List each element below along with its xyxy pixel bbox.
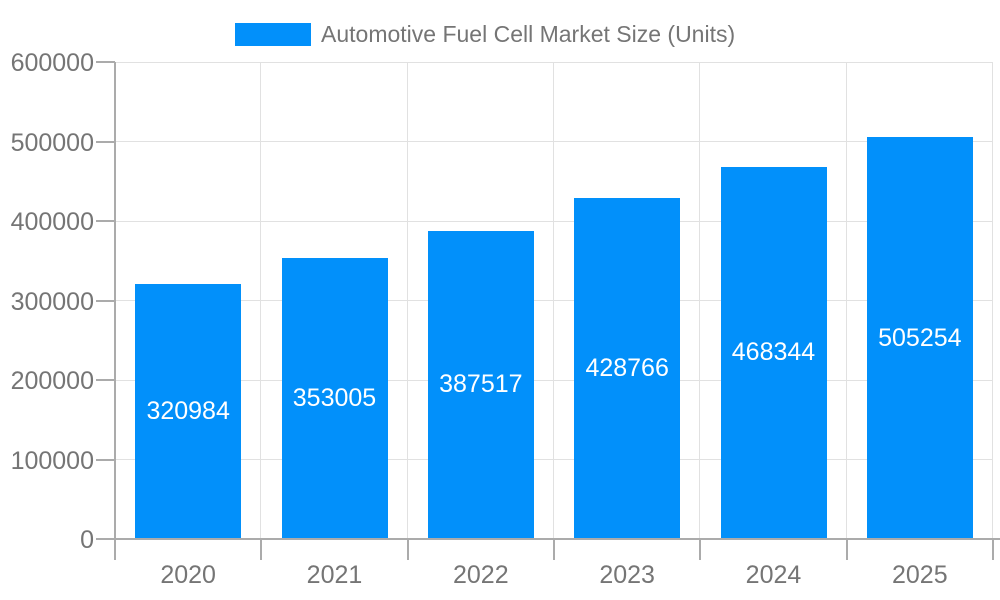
x-axis-tick (114, 540, 116, 560)
x-axis-tick (845, 540, 848, 560)
y-tick-label: 600000 (10, 49, 94, 77)
x-tick-label: 2024 (745, 561, 802, 589)
x-axis-tick (992, 540, 994, 560)
x-tick-label: 2022 (453, 561, 509, 589)
plot-area: 320984 353005 387517 428766 468344 505254 (115, 61, 993, 539)
legend-swatch (235, 22, 311, 46)
gridline-vertical (553, 62, 554, 539)
y-tick-label: 100000 (10, 446, 94, 475)
y-tick-label: 300000 (10, 287, 94, 316)
bar: 320984 (135, 283, 242, 539)
x-axis-tick (553, 540, 555, 560)
y-axis-line (114, 62, 116, 540)
chart-legend: Automotive Fuel Cell Market Size (Units) (235, 18, 735, 50)
bar: 353005 (281, 258, 388, 539)
bar-value-label: 353005 (292, 384, 377, 413)
gridline-vertical (699, 62, 701, 539)
bar-value-label: 320984 (146, 396, 230, 425)
gridline-horizontal (115, 61, 993, 63)
x-tick-label: 2025 (892, 561, 948, 589)
gridline-vertical (406, 62, 408, 539)
x-axis-tick (260, 540, 263, 560)
x-axis-tick (699, 540, 702, 560)
gridline-horizontal (115, 220, 993, 222)
y-tick-label: 200000 (10, 367, 94, 395)
gridline-horizontal (115, 379, 993, 381)
x-axis-line (114, 538, 1000, 540)
y-axis-tick (96, 220, 115, 222)
gridline-vertical (992, 62, 993, 539)
bar-value-label: 428766 (585, 354, 669, 383)
y-tick-label: 400000 (10, 208, 94, 236)
bar: 387517 (427, 230, 534, 539)
bar-value-label: 468344 (731, 338, 816, 367)
gridline-horizontal (115, 459, 993, 460)
x-tick-label: 2021 (306, 561, 363, 589)
gridline-vertical (260, 62, 262, 539)
bar-value-label: 505254 (878, 323, 962, 352)
y-tick-label: 0 (80, 526, 94, 554)
legend-label: Automotive Fuel Cell Market Size (Units) (321, 20, 736, 47)
bar: 505254 (866, 137, 973, 539)
y-axis-tick (96, 379, 115, 381)
x-tick-label: 2020 (160, 561, 216, 589)
x-axis-tick (406, 540, 409, 560)
y-axis-tick (96, 61, 115, 63)
y-tick-label: 500000 (10, 128, 94, 157)
y-axis-tick (96, 458, 115, 461)
bar: 428766 (574, 198, 681, 539)
gridline-vertical (845, 62, 847, 539)
gridline-horizontal (115, 300, 993, 301)
y-axis-tick (96, 538, 115, 540)
y-axis-tick (96, 299, 115, 302)
gridline-horizontal (115, 141, 993, 142)
x-tick-label: 2023 (599, 561, 655, 589)
bar-value-label: 387517 (439, 370, 523, 399)
y-axis-tick (96, 140, 115, 143)
bar: 468344 (720, 166, 827, 539)
